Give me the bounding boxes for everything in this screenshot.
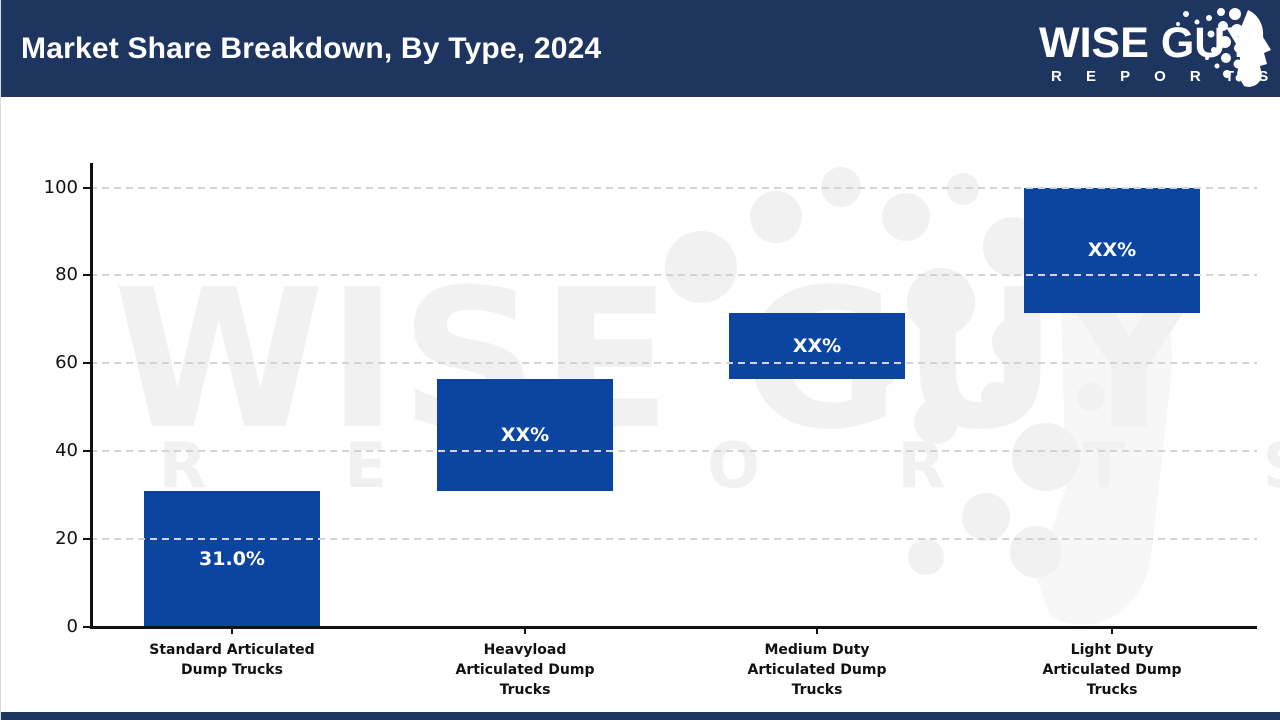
- footer-strip: [1, 712, 1280, 720]
- gridline: [90, 362, 1257, 365]
- bar-value-label: 31.0%: [199, 547, 265, 570]
- x-category-label: Light Duty Articulated Dump Trucks: [1042, 642, 1182, 698]
- bar: [729, 312, 905, 379]
- x-tick-mark: [816, 627, 818, 634]
- y-tick-label: 80: [55, 264, 78, 286]
- y-tick-label: 100: [43, 176, 78, 198]
- bar: [1024, 187, 1200, 313]
- x-category-label: Standard Articulated Dump Trucks: [149, 642, 315, 678]
- wise-guy-logo-graphic: WISE GUY R E P O R T S: [1039, 8, 1273, 87]
- header: Market Share Breakdown, By Type, 2024 WI…: [1, 0, 1280, 97]
- y-tick-label: 0: [66, 616, 78, 637]
- y-tick-mark: [83, 274, 90, 277]
- y-tick-mark: [83, 362, 90, 365]
- y-tick-label: 40: [55, 440, 78, 462]
- x-tick-mark: [1111, 627, 1113, 634]
- gridline: [90, 450, 1257, 453]
- bar: [144, 490, 320, 627]
- x-tick-mark: [524, 627, 526, 634]
- logo-line2: R E P O R T S: [1051, 68, 1273, 85]
- chart-area: WISE GUY R E P O R T S 0 20 40 60 80 100 31.0%…: [1, 97, 1280, 712]
- y-tick-label: 60: [55, 352, 78, 374]
- bar-value-label: XX%: [792, 334, 842, 357]
- x-category-label: Heavyload Articulated Dump Trucks: [455, 642, 595, 698]
- x-category-label: Medium Duty Articulated Dump Trucks: [747, 642, 887, 698]
- y-tick-mark: [83, 186, 90, 189]
- logo-dotted-head-icon: [1176, 8, 1271, 87]
- gridline: [90, 274, 1257, 277]
- y-axis-spine: [90, 163, 93, 629]
- bar-value-label: XX%: [1087, 239, 1137, 262]
- gridline: [90, 186, 1257, 189]
- bar-value-label: XX%: [500, 423, 550, 446]
- x-tick-mark: [231, 627, 233, 634]
- gridline: [90, 538, 1257, 541]
- wise-guy-logo: WISE GUY R E P O R T S: [1011, 2, 1273, 95]
- page-title: Market Share Breakdown, By Type, 2024: [21, 31, 602, 65]
- bar: [437, 378, 613, 491]
- y-tick-mark: [83, 450, 90, 453]
- x-axis-spine: [90, 626, 1257, 629]
- y-tick-label: 20: [55, 528, 78, 550]
- y-tick-mark: [83, 626, 90, 628]
- y-tick-mark: [83, 538, 90, 541]
